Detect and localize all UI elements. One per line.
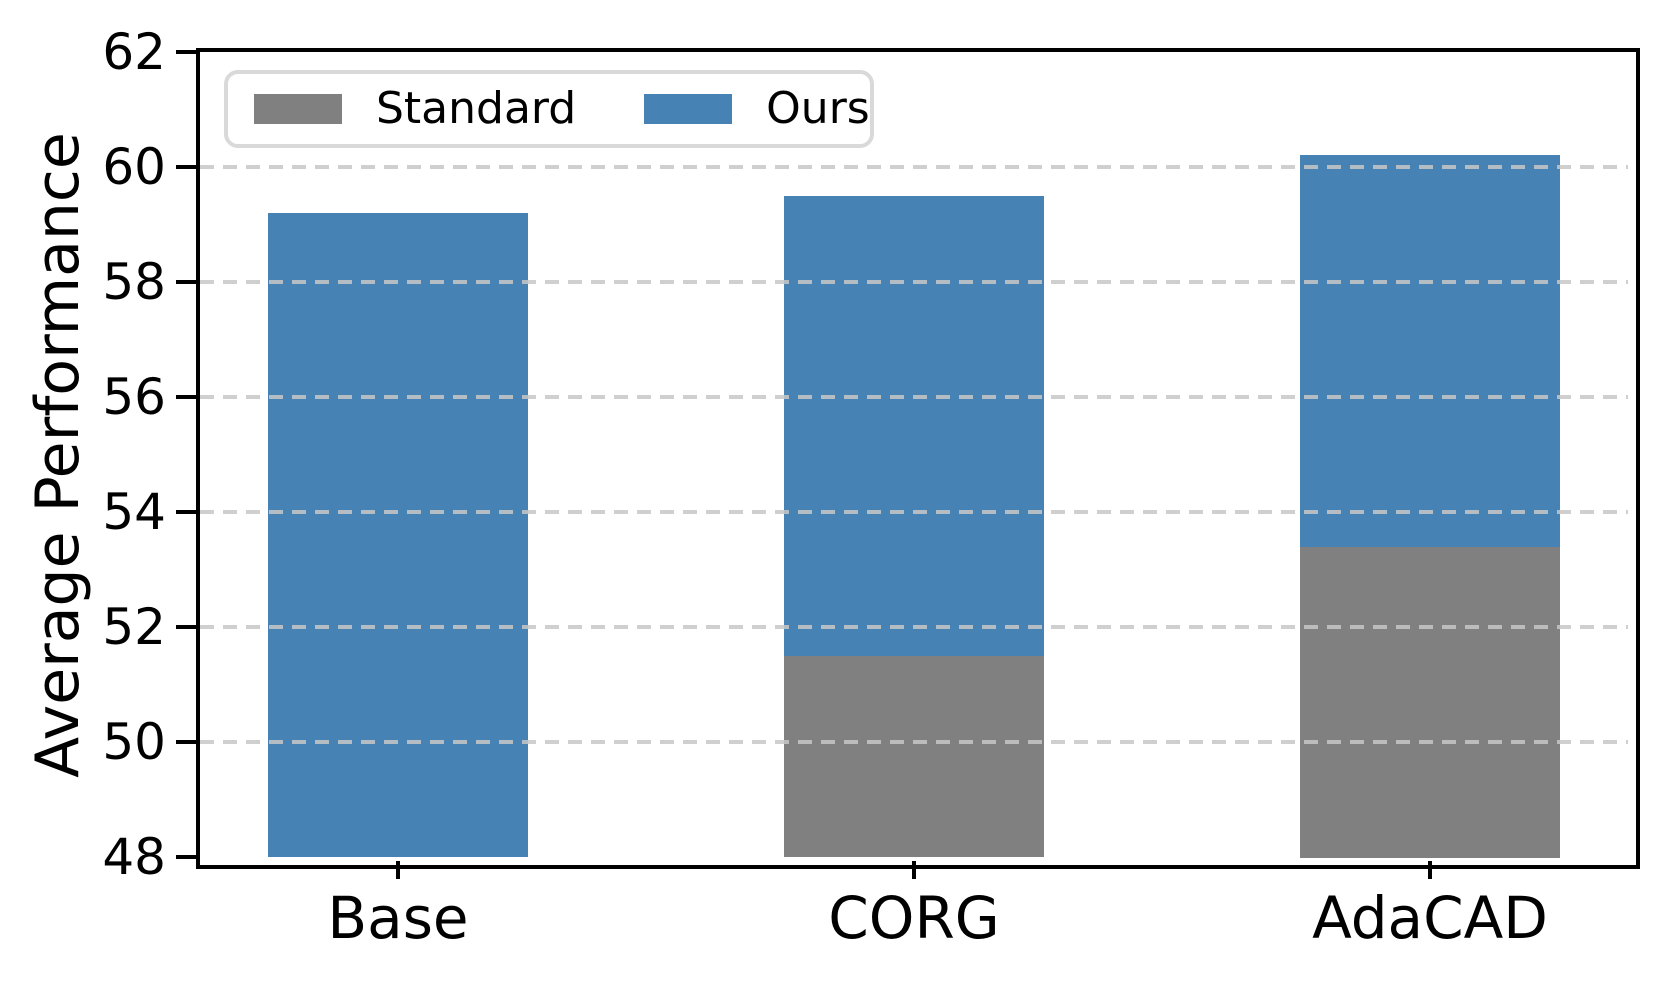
y-tick-mark-62	[176, 50, 196, 54]
y-tick-mark-50	[176, 740, 196, 744]
x-tick-label-base: Base	[327, 884, 469, 952]
y-tick-mark-56	[176, 395, 196, 399]
y-tick-label-56: 56	[102, 368, 166, 426]
y-tick-mark-58	[176, 280, 196, 284]
legend-entry-standard: Standard	[254, 87, 576, 131]
y-tick-label-48: 48	[102, 828, 166, 886]
y-tick-label-52: 52	[102, 598, 166, 656]
x-tick-mark-adacad	[1428, 861, 1432, 879]
gridline-y-54	[200, 510, 1628, 514]
y-tick-label-58: 58	[102, 253, 166, 311]
legend-label-standard: Standard	[376, 83, 577, 134]
y-tick-label-60: 60	[102, 138, 166, 196]
x-tick-mark-corg	[912, 861, 916, 879]
y-tick-label-62: 62	[102, 23, 166, 81]
gridline-y-56	[200, 395, 1628, 399]
x-tick-mark-base	[396, 861, 400, 879]
gridline-y-60	[200, 165, 1628, 169]
bar-standard-corg	[784, 656, 1044, 857]
y-tick-mark-60	[176, 165, 196, 169]
gridline-y-50	[200, 740, 1628, 744]
gridline-y-52	[200, 625, 1628, 629]
y-tick-label-50: 50	[102, 713, 166, 771]
y-axis-label: Average Performance	[23, 132, 93, 778]
gridline-y-58	[200, 280, 1628, 284]
y-tick-mark-54	[176, 510, 196, 514]
y-tick-label-54: 54	[102, 483, 166, 541]
legend-entry-ours: Ours	[644, 87, 870, 131]
legend-swatch-standard	[254, 94, 342, 124]
x-tick-label-adacad: AdaCAD	[1312, 884, 1548, 952]
y-tick-mark-52	[176, 625, 196, 629]
x-tick-label-corg: CORG	[828, 884, 1000, 952]
y-tick-mark-48	[176, 855, 196, 859]
legend-label-ours: Ours	[766, 83, 870, 134]
legend: Standard Ours	[224, 70, 874, 148]
legend-swatch-ours	[644, 94, 733, 124]
bar-standard-adacad	[1300, 547, 1560, 858]
bar-ours-base	[268, 213, 528, 857]
